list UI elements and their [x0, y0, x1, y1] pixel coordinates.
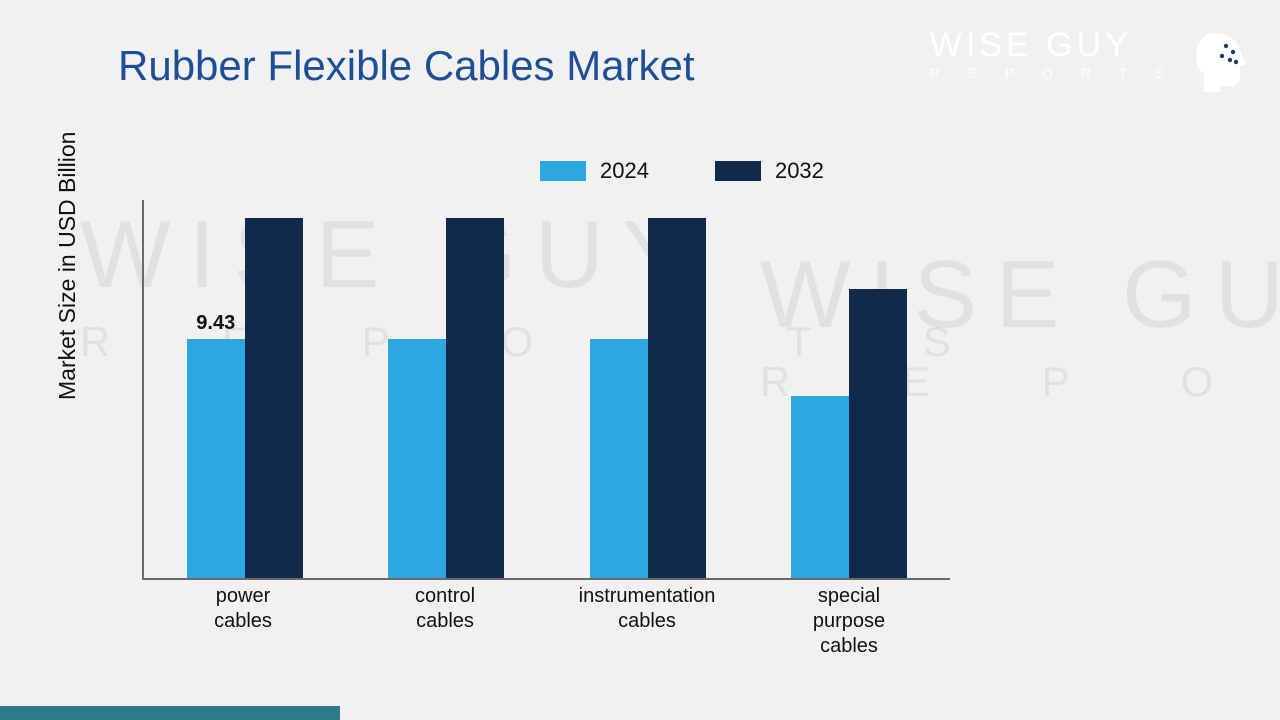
plot-area: 9.43: [142, 200, 950, 580]
brand-logo: WISE GUY R E P O R T S: [930, 28, 1250, 92]
chart-title: Rubber Flexible Cables Market: [118, 42, 695, 90]
bar-group: [547, 200, 749, 578]
bar: [446, 218, 504, 578]
bottom-strip: [0, 706, 340, 720]
legend-swatch-2032: [715, 161, 761, 181]
legend-item-2032: 2032: [715, 158, 824, 184]
x-axis-label: specialpurposecables: [748, 584, 950, 659]
bar: [187, 339, 245, 578]
bar-value-label: 9.43: [196, 312, 235, 335]
x-axis-label: controlcables: [344, 584, 546, 659]
legend-swatch-2024: [540, 161, 586, 181]
legend-label-2024: 2024: [600, 158, 649, 184]
bar: [791, 396, 849, 578]
brand-sub-text: R E P O R T S: [930, 66, 1176, 80]
x-axis-label: instrumentationcables: [546, 584, 748, 659]
brand-main-text: WISE GUY: [930, 28, 1176, 62]
stage: WISE GUY R E P O R T S WISE GUY R E P O …: [0, 0, 1280, 720]
bar-group: [749, 200, 951, 578]
bar: [648, 218, 706, 578]
bar: [245, 218, 303, 578]
bar: [590, 339, 648, 578]
bar-group: [346, 200, 548, 578]
bar: [849, 289, 907, 578]
chart-area: 9.43 powercablescontrolcablesinstrumenta…: [110, 200, 950, 620]
legend-item-2024: 2024: [540, 158, 649, 184]
bar: [388, 339, 446, 578]
bar-group: 9.43: [144, 200, 346, 578]
right-navy-panel: [960, 0, 1280, 720]
y-axis-label: Market Size in USD Billion: [54, 132, 81, 400]
legend: 2024 2032: [540, 158, 824, 184]
x-axis-label: powercables: [142, 584, 344, 659]
brand-head-icon: [1186, 28, 1250, 92]
x-axis-labels: powercablescontrolcablesinstrumentationc…: [142, 584, 950, 659]
legend-label-2032: 2032: [775, 158, 824, 184]
